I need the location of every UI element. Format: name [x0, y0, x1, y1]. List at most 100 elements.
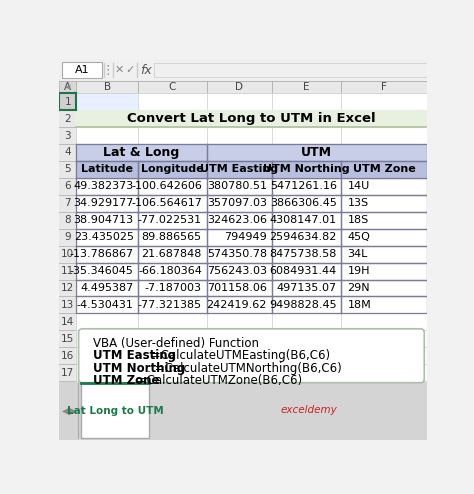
Bar [76, 262, 138, 280]
Bar [138, 93, 207, 110]
Bar [59, 127, 76, 144]
Bar [59, 229, 76, 246]
Text: 380780.51: 380780.51 [207, 181, 267, 191]
Bar [59, 195, 76, 212]
Bar [76, 364, 138, 381]
Bar [138, 229, 207, 246]
Text: 14: 14 [61, 317, 74, 327]
Bar [138, 127, 207, 144]
Bar [76, 246, 138, 262]
Bar [138, 212, 207, 229]
Bar [341, 212, 427, 229]
Bar [341, 229, 427, 246]
Text: ◀: ◀ [65, 84, 71, 90]
Bar [59, 212, 76, 229]
Text: 4.495387: 4.495387 [81, 283, 134, 293]
Bar [272, 195, 341, 212]
Text: 34L: 34L [347, 249, 368, 259]
Bar [207, 280, 272, 296]
Text: Lat & Long: Lat & Long [103, 146, 180, 159]
Text: B: B [104, 82, 111, 92]
Bar [207, 262, 272, 280]
Bar [59, 246, 76, 262]
Bar [207, 144, 272, 161]
Bar [207, 212, 272, 229]
Bar [207, 229, 272, 246]
Bar [138, 110, 207, 127]
Text: 2: 2 [64, 114, 71, 124]
Text: 13: 13 [61, 300, 74, 310]
Bar [76, 296, 138, 313]
Text: -77.022531: -77.022531 [138, 215, 202, 225]
Bar [272, 161, 341, 178]
Bar [341, 280, 427, 296]
Bar [207, 212, 272, 229]
Bar [59, 178, 76, 195]
Bar [76, 280, 138, 296]
Bar [272, 195, 341, 212]
Text: 7: 7 [64, 198, 71, 208]
Text: ✕: ✕ [115, 65, 124, 75]
Bar [207, 144, 427, 161]
Bar [138, 178, 207, 195]
Text: fx: fx [140, 64, 152, 77]
Bar [341, 161, 427, 178]
Bar [138, 81, 207, 93]
Bar [59, 93, 76, 110]
Bar [138, 280, 207, 296]
Text: F: F [381, 82, 387, 92]
Bar [272, 127, 341, 144]
Text: 38.904713: 38.904713 [73, 215, 134, 225]
Text: 23.435025: 23.435025 [73, 232, 134, 242]
Bar [272, 229, 341, 246]
Bar [207, 110, 272, 127]
Bar [59, 144, 76, 161]
Text: UTM Zone: UTM Zone [353, 165, 415, 174]
Bar [341, 161, 427, 178]
FancyBboxPatch shape [79, 329, 424, 383]
Bar [138, 161, 207, 178]
Bar [272, 296, 341, 313]
Bar [341, 81, 427, 93]
Text: 17: 17 [61, 368, 74, 378]
Bar [76, 195, 138, 212]
Bar [76, 229, 138, 246]
Text: 4: 4 [64, 147, 71, 158]
Text: ◀: ◀ [62, 406, 69, 415]
Bar [59, 59, 427, 81]
Text: Convert Lat Long to UTM in Excel: Convert Lat Long to UTM in Excel [127, 112, 376, 125]
Bar [207, 127, 272, 144]
Bar [272, 178, 341, 195]
Bar [207, 93, 272, 110]
Text: ✓: ✓ [125, 65, 135, 75]
Text: : =CalculateUTMNorthing(B6,C6): : =CalculateUTMNorthing(B6,C6) [147, 362, 342, 374]
Text: D: D [235, 82, 243, 92]
Bar [341, 195, 427, 212]
Bar [207, 262, 272, 280]
Text: 34.929177: 34.929177 [73, 198, 134, 208]
Bar [272, 262, 341, 280]
Text: 11: 11 [61, 266, 74, 276]
Bar [76, 262, 138, 280]
Text: 3866306.45: 3866306.45 [270, 198, 337, 208]
Bar [76, 144, 138, 161]
Bar [207, 296, 272, 313]
Text: 12: 12 [61, 283, 74, 293]
Bar [59, 280, 76, 296]
Bar [341, 93, 427, 110]
Text: ⋮: ⋮ [101, 64, 114, 77]
Bar [76, 212, 138, 229]
Bar [207, 81, 272, 93]
Text: C: C [169, 82, 176, 92]
Text: 8: 8 [64, 215, 71, 225]
Bar [138, 212, 207, 229]
Text: 18M: 18M [347, 300, 371, 310]
Bar [207, 161, 272, 178]
Bar [207, 296, 272, 313]
Bar [207, 246, 272, 262]
Bar [76, 127, 138, 144]
Bar [76, 212, 138, 229]
Bar [341, 127, 427, 144]
Text: -106.564617: -106.564617 [131, 198, 202, 208]
FancyBboxPatch shape [81, 383, 149, 438]
